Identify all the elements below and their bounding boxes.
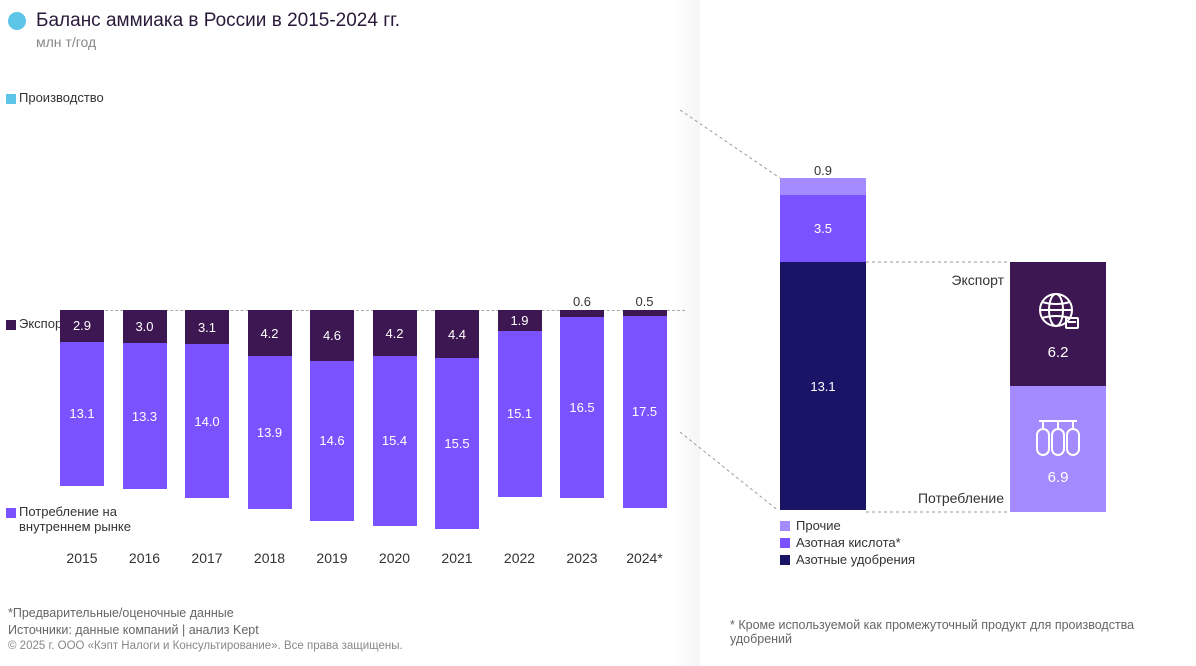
right-footnote: * Кроме используемой как промежуточный п… [730,618,1176,646]
title-dot-icon [8,12,26,30]
bar-export: 1.9 [498,310,542,331]
bar-export: 4.2 [248,310,292,356]
legend-item: Азотная кислота* [780,535,915,550]
legend-label: Азотные удобрения [796,552,915,567]
legend-label: Прочие [796,518,841,533]
connector-lines-icon [680,110,780,510]
tanks-icon [1031,413,1085,461]
footnote-sources: Источники: данные компаний | анализ Kept [8,623,403,637]
year-label: 2024* [623,550,667,566]
bar-domestic: 14.6 [310,361,354,522]
year-label: 2020 [373,550,417,566]
production-legend-icon [6,94,16,104]
bar-export: 4.2 [373,310,417,356]
year-label: 2022 [498,550,542,566]
detail-seg-fert: 13.1 [780,262,866,511]
left-panel: Баланс аммиака в России в 2015-2024 гг. … [0,0,700,666]
bar-domestic: 14.0 [185,344,229,498]
bar-domestic: 17.5 [623,316,667,509]
detail-seg-nitric: 3.5 [780,195,866,262]
bar-domestic: 16.5 [560,317,604,499]
legend-swatch-icon [780,538,790,548]
bar-domestic: 13.3 [123,343,167,489]
year-label: 2023 [560,550,604,566]
year-label: 2015 [60,550,104,566]
detail-chart: 0.93.513.1 [780,178,866,510]
year-label: 2017 [185,550,229,566]
year-label: 2016 [123,550,167,566]
bar-export: 3.1 [185,310,229,344]
year-label: 2019 [310,550,354,566]
bar-domestic: 13.9 [248,356,292,509]
bar-export: 3.0 [123,310,167,343]
domestic-legend-icon [6,508,16,518]
legend-label: Азотная кислота* [796,535,901,550]
footnotes: *Предварительные/оценочные данные Источн… [8,603,403,652]
chart-title: Баланс аммиака в России в 2015-2024 гг. [36,10,400,32]
bar-export: 2.9 [60,310,104,342]
side-export-value: 6.2 [1048,344,1069,361]
axis-label-export: Экспорт [6,316,68,331]
globe-icon [1034,288,1082,336]
side-label-export: Экспорт [914,272,1004,288]
side-block-consume: 6.9 [1010,386,1106,512]
bar-export: 0.6 [560,310,604,317]
side-consume-value: 6.9 [1048,469,1069,486]
legend-swatch-icon [780,521,790,531]
footnote-copyright: © 2025 г. ООО «Кэпт Налоги и Консультиро… [8,640,403,652]
bar-export: 4.4 [435,310,479,358]
legend-item: Прочие [780,518,915,533]
main-chart: 16.02.913.1201516.33.013.3201617.13.114.… [60,82,685,542]
detail-legend: Прочие Азотная кислота* Азотные удобрения [780,516,915,569]
detail-seg-other: 0.9 [780,178,866,195]
bar-export: 4.6 [310,310,354,361]
legend-swatch-icon [780,555,790,565]
year-label: 2018 [248,550,292,566]
side-block-export: 6.2 [1010,262,1106,386]
bar-domestic: 13.1 [60,342,104,486]
title-row: Баланс аммиака в России в 2015-2024 гг. [8,10,700,32]
year-label: 2021 [435,550,479,566]
export-legend-icon [6,320,16,330]
legend-item: Азотные удобрения [780,552,915,567]
bar-domestic: 15.1 [498,331,542,497]
bar-domestic: 15.5 [435,358,479,529]
right-panel: 0.93.513.1 Экспорт 6.2 Потребление [700,0,1196,666]
footnote-prelim: *Предварительные/оценочные данные [8,606,403,620]
side-label-consume: Потребление [914,490,1004,506]
chart-subtitle: млн т/год [36,34,700,50]
bar-domestic: 15.4 [373,356,417,525]
